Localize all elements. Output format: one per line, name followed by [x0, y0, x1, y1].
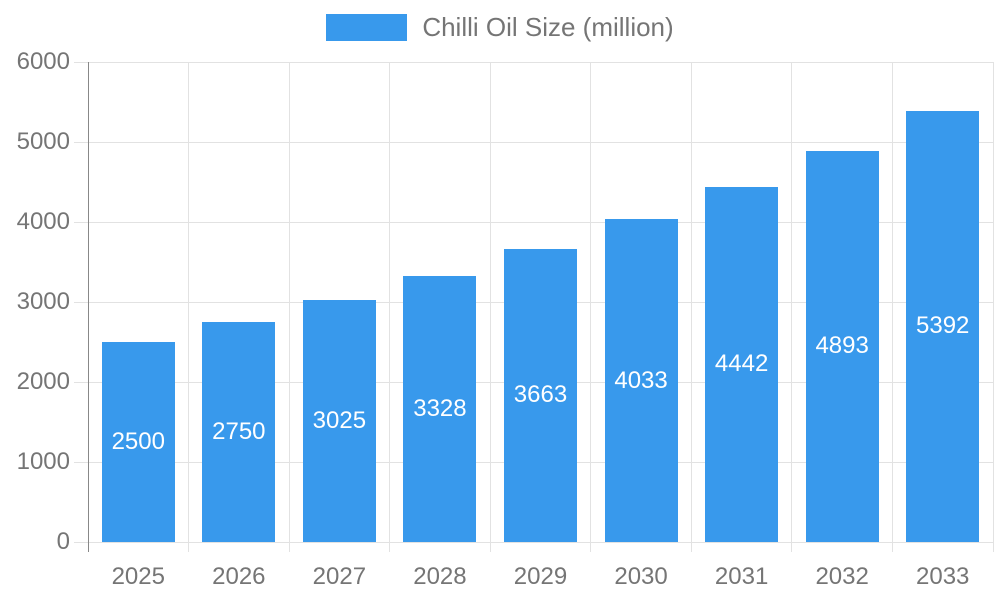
y-tick-label: 1000 [16, 448, 70, 475]
gridline-vertical [188, 62, 190, 552]
y-axis-tick [74, 461, 88, 463]
bar[interactable]: 3025 [302, 300, 376, 542]
bar-value-label: 4442 [714, 350, 769, 378]
y-tick-label: 5000 [16, 128, 70, 155]
legend-swatch-icon [326, 14, 408, 41]
y-tick-label: 6000 [16, 48, 70, 75]
gridline-horizontal [88, 61, 993, 63]
bar[interactable]: 5392 [906, 110, 980, 542]
bar-value-label: 4893 [815, 332, 869, 360]
gridline-vertical [489, 62, 491, 552]
gridline-vertical [690, 62, 692, 552]
bar-value-label: 5392 [916, 312, 970, 340]
bar-value-label: 3328 [413, 394, 467, 422]
y-axis-line [88, 62, 89, 552]
bar[interactable]: 4033 [604, 219, 678, 542]
gridline-horizontal [88, 221, 993, 223]
gridline-vertical [590, 62, 592, 552]
bar[interactable]: 2500 [101, 342, 175, 542]
y-axis-tick [74, 221, 88, 223]
gridline-vertical [288, 62, 290, 552]
bar-value-label: 3025 [312, 407, 367, 434]
bar-value-label: 2750 [212, 418, 266, 445]
bar[interactable]: 4893 [805, 150, 879, 542]
gridline-vertical [992, 62, 994, 552]
gridline-vertical [791, 62, 793, 552]
x-tick-label: 2030 [614, 563, 668, 590]
gridline-horizontal [88, 541, 993, 543]
gridline-vertical [891, 62, 893, 552]
y-axis-tick [74, 381, 88, 383]
bar[interactable]: 3663 [504, 248, 577, 542]
y-axis-tick [74, 61, 88, 63]
bar-value-label: 4033 [614, 366, 668, 394]
gridline-vertical [389, 62, 391, 552]
plot-area: 0 1000 2000 3000 4000 5000 6000 2500 2025 2750 202… [17, 50, 994, 589]
y-tick-label: 4000 [16, 208, 70, 235]
x-tick-label: 2026 [212, 563, 266, 590]
x-tick-label: 2029 [513, 563, 568, 590]
bar[interactable]: 3328 [403, 275, 477, 542]
x-tick-label: 2031 [714, 563, 769, 590]
x-tick-label: 2025 [111, 563, 165, 590]
y-axis-tick [74, 301, 88, 303]
y-tick-label: 0 [56, 528, 70, 555]
legend-label: Chilli Oil Size (million) [422, 12, 674, 42]
x-tick-label: 2032 [815, 563, 869, 590]
y-axis-tick [74, 541, 88, 543]
bar-value-label: 3663 [513, 381, 568, 409]
x-tick-label: 2028 [413, 563, 467, 590]
legend[interactable]: Chilli Oil Size (million) [0, 14, 1000, 41]
y-axis-tick [74, 141, 88, 143]
gridline-horizontal [88, 141, 993, 143]
bar[interactable]: 4442 [705, 186, 779, 542]
x-tick-label: 2033 [916, 563, 970, 590]
bar-value-label: 2500 [111, 428, 165, 455]
bar[interactable]: 2750 [202, 322, 276, 542]
y-tick-label: 3000 [16, 288, 70, 315]
x-tick-label: 2027 [312, 563, 367, 590]
y-tick-label: 2000 [16, 368, 70, 395]
